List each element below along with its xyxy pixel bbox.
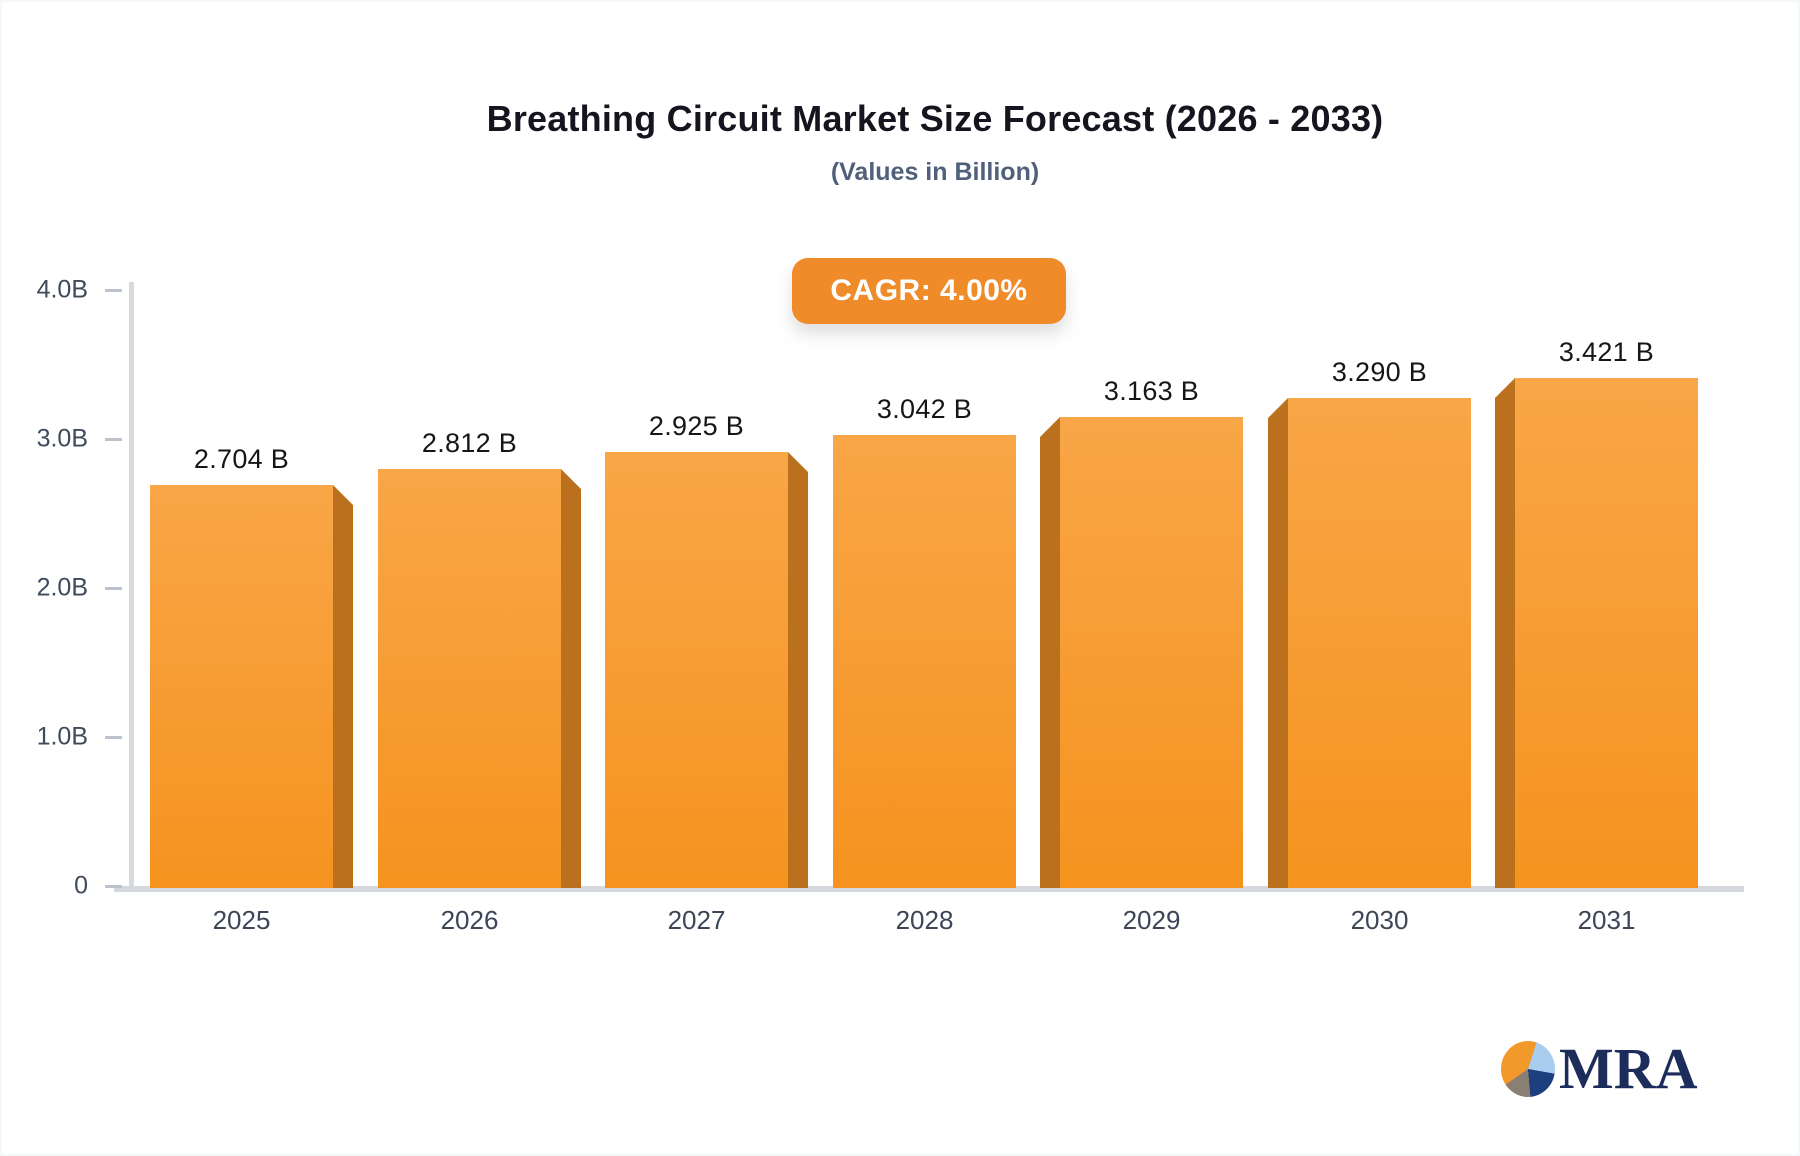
bar-2030 xyxy=(1288,398,1471,888)
bar-side-3d xyxy=(333,485,353,888)
y-tick-dash xyxy=(105,885,122,888)
cagr-badge: CAGR: 4.00% xyxy=(792,258,1066,324)
y-tick-label: 2.0B xyxy=(36,573,88,602)
y-tick-dash xyxy=(105,736,122,739)
bar-side-3d xyxy=(1268,398,1288,888)
bar-side-3d xyxy=(561,469,581,888)
bar-2029 xyxy=(1060,417,1243,888)
logo-text: MRA xyxy=(1559,1036,1698,1101)
bar-side-3d xyxy=(788,452,808,888)
y-tick-dash xyxy=(105,438,122,441)
bar-2028 xyxy=(833,435,1016,888)
x-axis-label-2030: 2030 xyxy=(1350,905,1409,935)
cagr-badge-label: CAGR: 4.00% xyxy=(830,274,1028,307)
mra-logo: MRA xyxy=(1501,1038,1698,1100)
y-tick-label: 3.0B xyxy=(36,424,88,453)
bar-2026 xyxy=(378,469,561,888)
bar-value-label: 3.042 B xyxy=(876,394,973,424)
x-axis-label-2029: 2029 xyxy=(1122,905,1181,935)
y-tick-dash xyxy=(105,289,122,292)
y-tick-dash xyxy=(105,587,122,590)
bar-2031 xyxy=(1515,378,1698,888)
x-axis-label-2025: 2025 xyxy=(212,905,271,935)
chart-title: Breathing Circuit Market Size Forecast (… xyxy=(486,98,1384,139)
y-tick-label: 0 xyxy=(74,871,88,900)
y-axis-line xyxy=(129,282,134,892)
bar-2027 xyxy=(605,452,788,888)
bar-value-label: 2.925 B xyxy=(648,411,745,441)
x-axis-label-2026: 2026 xyxy=(440,905,499,935)
bar-value-label: 3.421 B xyxy=(1558,337,1655,367)
bar-side-3d xyxy=(1495,378,1515,888)
chart-header: Breathing Circuit Market Size Forecast (… xyxy=(72,2,1798,187)
chart-subtitle: (Values in Billion) xyxy=(830,158,1040,186)
y-tick-label: 1.0B xyxy=(36,722,88,751)
bar-value-label: 3.163 B xyxy=(1103,376,1200,406)
x-axis-label-2028: 2028 xyxy=(895,905,954,935)
x-axis-label-2027: 2027 xyxy=(667,905,726,935)
bar-value-label: 3.290 B xyxy=(1331,357,1428,387)
bar-value-label: 2.704 B xyxy=(193,444,290,474)
x-axis-baseline xyxy=(114,886,1744,892)
x-axis-label-2031: 2031 xyxy=(1577,905,1636,935)
y-tick-label: 4.0B xyxy=(36,275,88,304)
bar-value-label: 2.812 B xyxy=(421,428,518,458)
bar-2025 xyxy=(150,485,333,888)
pie-chart-icon xyxy=(1501,1041,1555,1097)
bar-side-3d xyxy=(1040,417,1060,888)
